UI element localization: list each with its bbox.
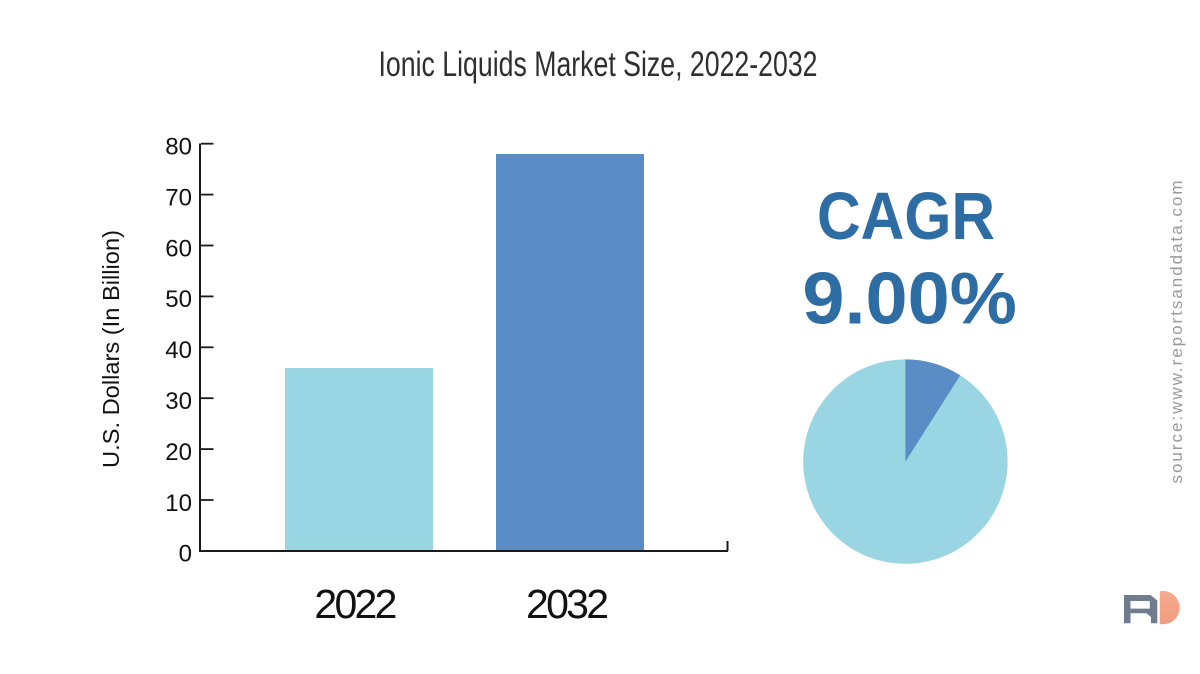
svg-text:60: 60	[165, 235, 192, 262]
svg-text:CAGR: CAGR	[817, 179, 995, 254]
svg-text:U.S. Dollars (In Billion): U.S. Dollars (In Billion)	[98, 230, 124, 468]
svg-text:10: 10	[165, 490, 192, 517]
svg-text:Ionic Liquids Market Size, 202: Ionic Liquids Market Size, 2022-2032	[379, 45, 818, 84]
svg-text:50: 50	[165, 286, 192, 313]
svg-text:40: 40	[165, 337, 192, 364]
svg-text:70: 70	[165, 184, 192, 211]
svg-text:20: 20	[165, 439, 192, 466]
svg-text:source:www.reportsanddata.com: source:www.reportsanddata.com	[1167, 181, 1186, 484]
svg-text:0: 0	[179, 541, 192, 568]
svg-text:2022: 2022	[314, 581, 397, 627]
svg-text:80: 80	[165, 134, 192, 161]
svg-text:9.00%: 9.00%	[802, 259, 1017, 340]
svg-text:30: 30	[165, 388, 192, 415]
svg-text:2032: 2032	[526, 581, 609, 627]
